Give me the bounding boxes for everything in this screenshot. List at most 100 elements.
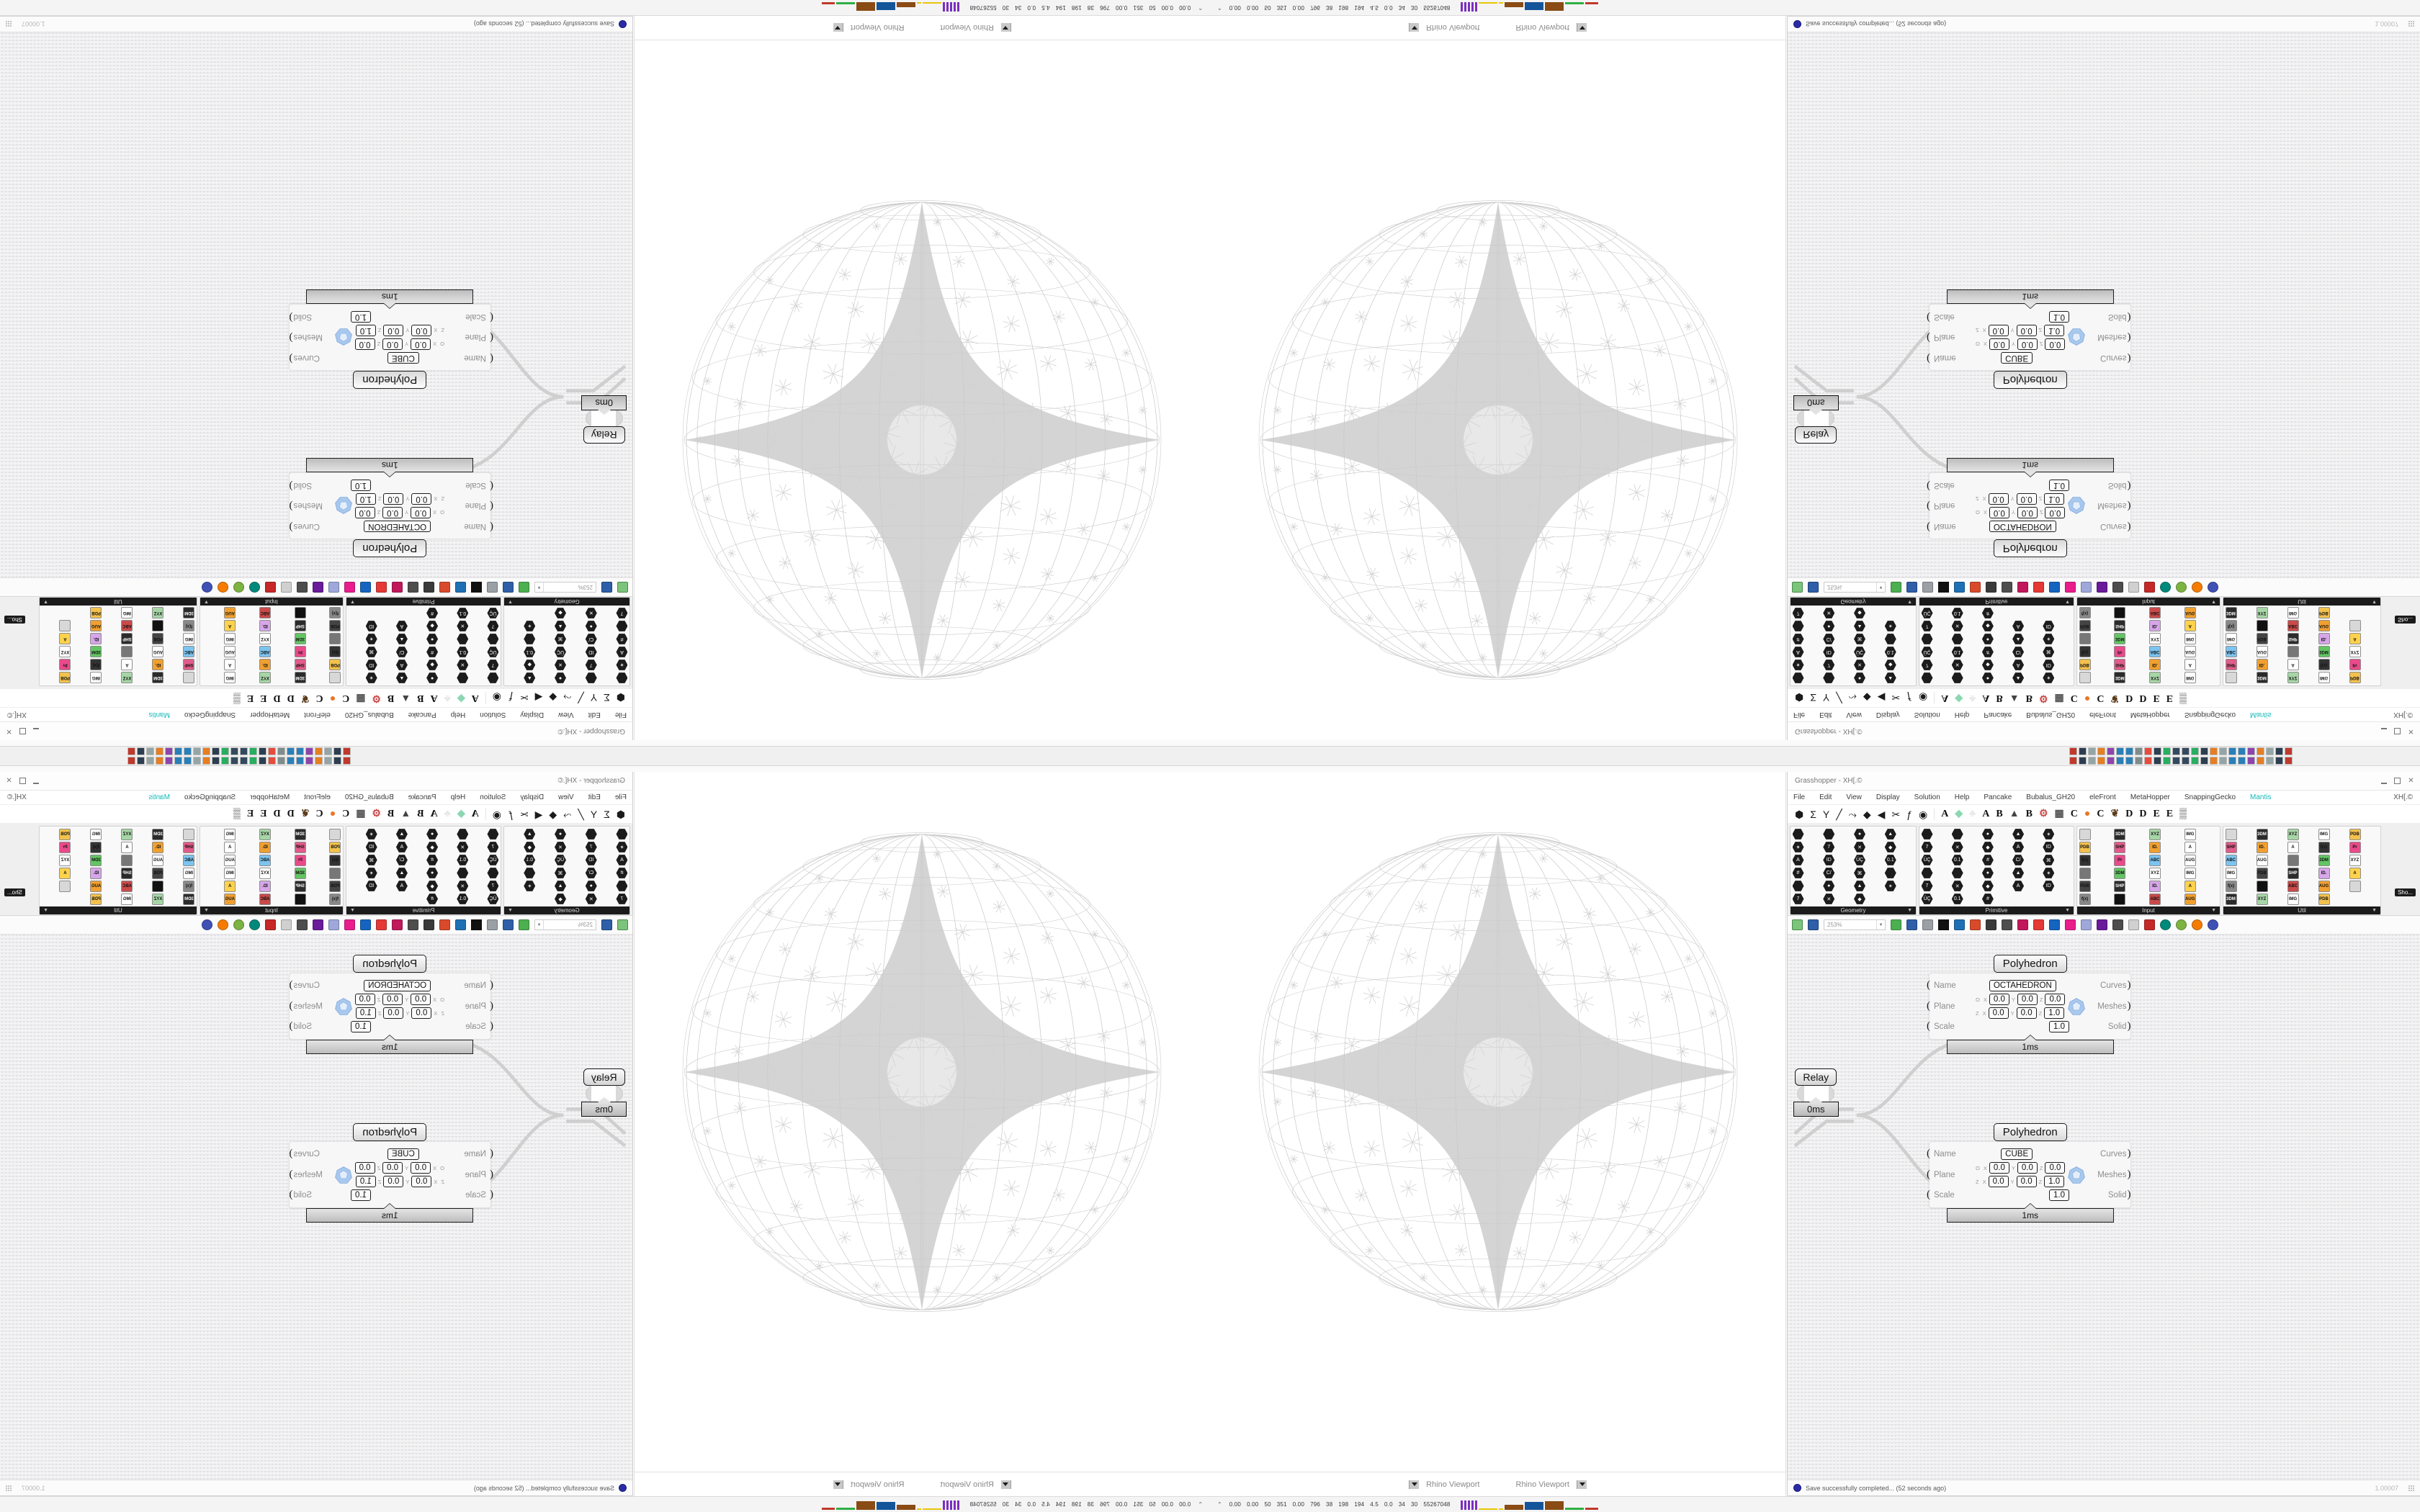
ribbon-item-input-19[interactable]: A [224, 880, 236, 892]
toolbar-category-9[interactable]: C [342, 808, 350, 819]
output-pin-solid[interactable]: ) [2127, 1020, 2131, 1032]
secondary-toolbar-icon-10[interactable] [360, 582, 371, 593]
component-icon-geometry-2[interactable]: ● [1854, 672, 1865, 684]
component-body[interactable]: (Name CUBE Curves)(Plane O X 0.0 Y 0.0 Z 0.0 Z X 0.0… [1927, 304, 2132, 371]
ribbon-item-util-14[interactable]: XYZ [2349, 854, 2361, 866]
component-icon-geometry-16[interactable] [617, 621, 628, 632]
toolbar-category-10[interactable]: ● [329, 693, 336, 704]
ribbon-item-util-3[interactable]: IMG [2318, 672, 2330, 684]
resize-grip-icon[interactable] [2408, 1485, 2414, 1491]
rhino-toolbar-icon-18[interactable] [174, 747, 182, 755]
ribbon-item-input-20[interactable]: f(x) [2079, 893, 2091, 905]
ribbon-item-geometry-21[interactable]: ✕ [1823, 607, 1835, 619]
toolbar-category-5[interactable]: ▲ [2009, 808, 2020, 819]
ribbon-tab-geometry[interactable]: Geometry ▼ [504, 906, 629, 914]
ribbon-item-geometry-16[interactable] [616, 620, 628, 632]
menu-item-display[interactable]: Display [1876, 711, 1900, 719]
ribbon-item-input-1[interactable]: 3DM [2114, 828, 2126, 840]
secondary-toolbar-icons[interactable] [1891, 582, 2218, 593]
toolbar-category-9[interactable]: C [2070, 808, 2078, 819]
ribbon-item-input-20[interactable]: f(x) [2079, 607, 2091, 619]
secondary-toolbar-icon-3[interactable] [471, 919, 482, 930]
menu-item-metahopper[interactable]: MetaHopper [250, 711, 290, 719]
component-icon-input-20[interactable]: f(x) [2079, 607, 2091, 619]
output-pin-curves[interactable]: ) [2127, 1148, 2131, 1159]
component-icon-util-4[interactable]: PDB [2349, 672, 2361, 684]
output-pin-meshes[interactable]: ) [289, 332, 293, 344]
toolbar-category-6[interactable]: B [387, 693, 395, 704]
grasshopper-main-toolbar[interactable]: ⬢ Σ Υ ╱ ⤳ ◆ ◀ ✂ ƒ ◉ A ◆ ♣ A B ▲ B ⚙ ▦ C ● C ❦ D D E E ▒ [1788, 688, 2420, 707]
component-icon-primitive-1[interactable] [457, 829, 468, 840]
component-icon-input-22[interactable]: ABC [259, 607, 271, 619]
component-icon-primitive-18[interactable]: ▲ [396, 868, 408, 879]
ribbon-item-input-0[interactable] [329, 828, 341, 840]
toolbar-glyph-5[interactable]: ◆ [549, 808, 557, 820]
rhino-toolbar-icon-7[interactable] [277, 747, 285, 755]
rhino-toolbar-icon-5[interactable] [2116, 747, 2124, 755]
output-pin-curves[interactable]: ) [289, 353, 293, 364]
component-icon-geometry-0[interactable] [617, 672, 628, 684]
component-icon-primitive-6[interactable]: ✕ [457, 660, 468, 671]
component-icon-util-15[interactable]: IMG [183, 633, 195, 645]
statusbar-caret-icon[interactable]: ⌃ [1198, 4, 1203, 11]
toolbar-glyph-4[interactable]: ⤳ [563, 692, 572, 704]
toolbar-category-15[interactable]: E [260, 693, 267, 704]
component-icon-geometry-14[interactable]: ⌘ [1854, 634, 1865, 645]
component-icon-util-10[interactable]: ABC [183, 854, 195, 866]
plane-zaxis-x-field[interactable]: 0.0 [1988, 493, 2009, 505]
ribbon-item-geometry-4[interactable]: ✶ [1792, 841, 1804, 853]
plane-origin-z-field[interactable]: 0.0 [2045, 1162, 2066, 1174]
ribbon-item-geometry-16[interactable] [1792, 880, 1804, 892]
scale-value-field[interactable]: 1.0 [2049, 1189, 2069, 1201]
ribbon-item-util-5[interactable]: SHP [2225, 659, 2237, 671]
menu-item-file[interactable]: File [614, 793, 627, 801]
ribbon-item-input-13[interactable]: 3DM [294, 633, 306, 645]
secondary-toolbar-icons[interactable] [202, 919, 529, 930]
rhino-toolbar-icon-15[interactable] [2210, 757, 2218, 765]
open-file-icon[interactable] [1792, 919, 1803, 930]
grasshopper-menubar[interactable]: File Edit View Display Solution Help Pancake Bu… [1788, 707, 2420, 721]
menu-item-edit[interactable]: Edit [588, 711, 601, 719]
component-icon-util-19[interactable]: A [2349, 867, 2361, 879]
menu-item-elefront[interactable]: eleFront [304, 793, 331, 801]
component-icon-input-20[interactable]: f(x) [329, 893, 341, 905]
ribbon-tab-primitive[interactable]: Primitive ▼ [1919, 598, 2074, 606]
menu-item-help[interactable]: Help [1954, 793, 1970, 801]
rhino-toolbar-icon-5[interactable] [296, 757, 304, 765]
rhino-toolbar-icon-14[interactable] [212, 747, 220, 755]
toolbar-glyph-6[interactable]: ◀ [534, 808, 543, 820]
secondary-toolbar-icon-9[interactable] [376, 582, 387, 593]
ribbon-tab-geometry[interactable]: Geometry ▼ [1791, 906, 1916, 914]
component-icon-primitive-27[interactable]: # [426, 608, 438, 619]
zoom-level-input[interactable]: 253% ▼ [1824, 919, 1886, 930]
plane-origin-x-field[interactable]: 0.0 [411, 507, 431, 518]
ribbon-item-util-15[interactable]: IMG [2225, 867, 2237, 879]
rhino-toolbar-icon-0[interactable] [2069, 747, 2077, 755]
rhino-toolbar-icon-6[interactable] [2125, 747, 2133, 755]
ribbon-item-util-3[interactable]: IMG [90, 672, 102, 684]
ribbon-item-primitive-19[interactable]: ✶ [365, 867, 377, 879]
input-pin-plane[interactable]: ( [490, 332, 493, 344]
statusbar-caret-icon[interactable]: ⌃ [1217, 4, 1222, 11]
toolbar-category-13[interactable]: D [2125, 808, 2133, 819]
toolbar-glyph-7[interactable]: ✂ [1891, 692, 1901, 704]
grasshopper-canvas[interactable]: Relay 0ms Polyhedron(Name OCTAHEDRON Curve… [0, 32, 632, 577]
component-icon-primitive-8[interactable]: A [396, 660, 408, 671]
component-icon-util-1[interactable]: 3DM [152, 828, 164, 840]
ribbon-item-input-2[interactable]: XYZ [2149, 672, 2161, 684]
component-icon-util-27[interactable]: IMG [121, 893, 133, 905]
secondary-toolbar-icon-0[interactable] [519, 582, 529, 593]
component-icon-input-23[interactable]: AUG [224, 607, 236, 619]
component-icon-input-2[interactable]: XYZ [2149, 828, 2161, 840]
toolbar-category-7[interactable]: ⚙ [372, 809, 382, 819]
component-icon-util-15[interactable]: IMG [183, 867, 195, 879]
secondary-toolbar-icon-14[interactable] [2112, 919, 2123, 930]
ribbon-item-geometry-11[interactable]: 0.1 [1884, 646, 1896, 658]
ribbon-item-primitive-12[interactable]: # [426, 646, 439, 658]
open-file-icon[interactable] [1792, 582, 1803, 593]
menu-item-view[interactable]: View [1846, 711, 1862, 719]
component-icon-input-2[interactable]: XYZ [2149, 672, 2161, 684]
input-pin-name[interactable]: ( [1927, 353, 1930, 364]
ribbon-item-primitive-24[interactable]: ID [2043, 620, 2055, 632]
ribbon-item-primitive-10[interactable]: ÜÇ [487, 854, 499, 866]
